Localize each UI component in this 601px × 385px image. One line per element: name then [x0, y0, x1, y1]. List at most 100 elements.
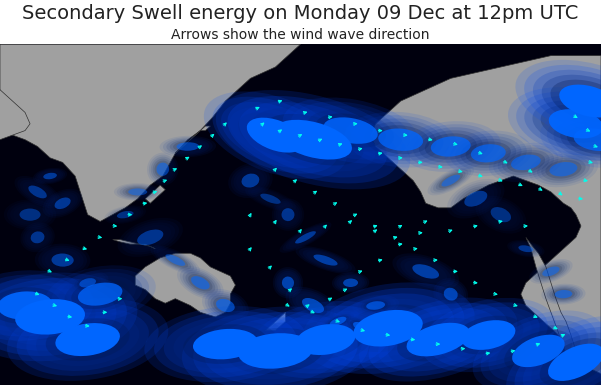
- Ellipse shape: [511, 154, 541, 170]
- Ellipse shape: [413, 127, 489, 166]
- Ellipse shape: [193, 329, 258, 359]
- Ellipse shape: [524, 65, 601, 137]
- Ellipse shape: [50, 194, 76, 213]
- Ellipse shape: [400, 258, 451, 285]
- Ellipse shape: [17, 303, 159, 376]
- Ellipse shape: [123, 186, 153, 198]
- Ellipse shape: [43, 173, 57, 179]
- Ellipse shape: [126, 187, 150, 196]
- Ellipse shape: [487, 205, 514, 224]
- Ellipse shape: [541, 105, 601, 143]
- Ellipse shape: [238, 112, 313, 158]
- Ellipse shape: [236, 169, 264, 192]
- Ellipse shape: [296, 324, 355, 355]
- Ellipse shape: [0, 273, 138, 361]
- Ellipse shape: [46, 318, 130, 361]
- Ellipse shape: [299, 248, 352, 272]
- Ellipse shape: [388, 313, 489, 367]
- Ellipse shape: [478, 198, 523, 231]
- Ellipse shape: [263, 114, 364, 166]
- Ellipse shape: [555, 290, 572, 298]
- Ellipse shape: [239, 171, 262, 190]
- Ellipse shape: [23, 182, 52, 202]
- Ellipse shape: [439, 284, 462, 305]
- Ellipse shape: [77, 277, 99, 289]
- Ellipse shape: [504, 330, 573, 372]
- Ellipse shape: [364, 300, 388, 311]
- Ellipse shape: [450, 133, 526, 173]
- Polygon shape: [371, 55, 601, 373]
- Ellipse shape: [295, 231, 316, 243]
- Polygon shape: [135, 253, 236, 317]
- Ellipse shape: [238, 333, 313, 369]
- Ellipse shape: [72, 274, 103, 291]
- Ellipse shape: [366, 301, 385, 310]
- Ellipse shape: [67, 271, 108, 295]
- Ellipse shape: [542, 158, 585, 181]
- Ellipse shape: [231, 165, 270, 196]
- Ellipse shape: [397, 318, 480, 362]
- Ellipse shape: [385, 308, 416, 326]
- Polygon shape: [175, 126, 210, 153]
- Ellipse shape: [251, 301, 400, 378]
- Ellipse shape: [461, 188, 491, 209]
- Ellipse shape: [14, 176, 61, 208]
- Ellipse shape: [193, 312, 358, 385]
- Ellipse shape: [20, 223, 55, 252]
- Ellipse shape: [281, 208, 294, 221]
- Ellipse shape: [273, 267, 303, 298]
- Ellipse shape: [213, 297, 237, 314]
- Ellipse shape: [55, 198, 71, 209]
- Ellipse shape: [471, 144, 506, 162]
- Ellipse shape: [51, 269, 149, 320]
- Ellipse shape: [75, 275, 101, 290]
- Ellipse shape: [358, 119, 444, 161]
- Ellipse shape: [137, 229, 163, 245]
- Ellipse shape: [359, 298, 517, 382]
- Ellipse shape: [544, 285, 583, 303]
- Ellipse shape: [481, 315, 596, 385]
- Ellipse shape: [299, 296, 328, 315]
- Ellipse shape: [466, 141, 511, 165]
- Ellipse shape: [323, 117, 378, 144]
- Ellipse shape: [531, 333, 601, 385]
- Ellipse shape: [549, 162, 578, 176]
- Ellipse shape: [347, 318, 379, 338]
- Ellipse shape: [118, 218, 183, 257]
- Ellipse shape: [117, 184, 159, 199]
- Ellipse shape: [7, 298, 168, 381]
- Ellipse shape: [41, 248, 84, 273]
- Ellipse shape: [41, 172, 59, 180]
- Ellipse shape: [39, 171, 61, 181]
- Ellipse shape: [165, 254, 185, 266]
- Ellipse shape: [269, 310, 382, 369]
- Ellipse shape: [26, 308, 149, 371]
- Ellipse shape: [153, 159, 173, 180]
- Ellipse shape: [79, 278, 96, 288]
- Ellipse shape: [15, 299, 85, 335]
- Ellipse shape: [542, 266, 560, 276]
- Ellipse shape: [516, 244, 535, 253]
- Ellipse shape: [182, 306, 369, 385]
- Ellipse shape: [433, 278, 468, 310]
- Ellipse shape: [523, 327, 601, 385]
- Ellipse shape: [343, 305, 433, 352]
- Polygon shape: [0, 90, 30, 321]
- Ellipse shape: [48, 251, 77, 269]
- Ellipse shape: [549, 109, 601, 138]
- Ellipse shape: [438, 282, 464, 306]
- Ellipse shape: [429, 302, 548, 368]
- Ellipse shape: [274, 120, 352, 159]
- Ellipse shape: [20, 180, 55, 204]
- Ellipse shape: [38, 246, 87, 275]
- Ellipse shape: [216, 299, 235, 312]
- Ellipse shape: [114, 183, 162, 201]
- Ellipse shape: [436, 171, 466, 190]
- Ellipse shape: [436, 280, 466, 308]
- Ellipse shape: [316, 114, 386, 148]
- Ellipse shape: [529, 259, 573, 284]
- Ellipse shape: [350, 320, 376, 336]
- Ellipse shape: [532, 100, 601, 147]
- Ellipse shape: [442, 286, 460, 303]
- Ellipse shape: [510, 241, 542, 256]
